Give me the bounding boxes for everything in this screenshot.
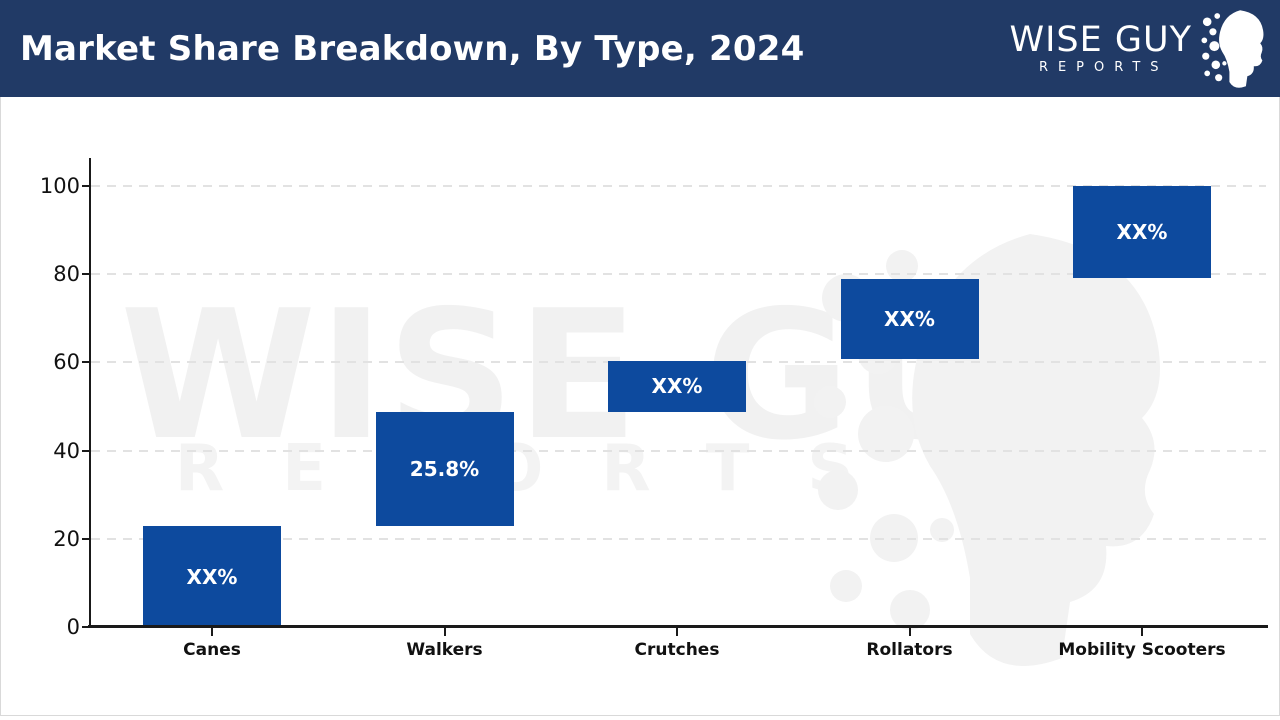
page-title: Market Share Breakdown, By Type, 2024	[20, 28, 805, 69]
category-label-walkers: Walkers	[406, 640, 483, 660]
gridline-80	[91, 273, 1266, 276]
logo-face-icon	[1201, 9, 1264, 88]
bar-crutches: XX%	[608, 360, 746, 412]
logo-reports-label: REPORTS	[1038, 60, 1169, 75]
category-label-rollators: Rollators	[866, 640, 953, 660]
x-tick-crutches	[676, 628, 678, 636]
y-tick-40	[82, 449, 90, 452]
y-tick-label-0: 0	[66, 615, 80, 639]
y-tick-80	[82, 273, 90, 276]
bar-value-label: XX%	[884, 307, 935, 332]
x-tick-rollators	[908, 628, 911, 636]
gridline-40	[91, 449, 1266, 452]
y-tick-label-100: 100	[39, 174, 80, 198]
x-tick-walkers	[443, 628, 446, 636]
x-axis-spine	[88, 625, 1268, 628]
bar-value-label: 25.8%	[409, 457, 480, 482]
bar-canes: XX%	[143, 526, 281, 627]
logo-text: WISE GUY REPORTS	[1009, 22, 1192, 75]
bar-mobility-scooters: XX%	[1073, 186, 1211, 278]
x-tick-mobility-scooters	[1141, 628, 1143, 636]
gridline-20	[91, 537, 1266, 540]
category-label-canes: Canes	[183, 640, 241, 660]
y-tick-0	[82, 626, 90, 628]
category-label-mobility-scooters: Mobility Scooters	[1058, 640, 1226, 660]
bar-value-label: XX%	[1116, 219, 1168, 244]
y-tick-label-80: 80	[53, 262, 80, 287]
category-label-crutches: Crutches	[634, 640, 720, 660]
logo-wise-guy-label: WISE GUY	[1009, 20, 1192, 60]
x-tick-canes	[211, 628, 213, 636]
wise-guy-reports-logo: WISE GUY REPORTS	[1009, 0, 1270, 97]
gridline-100	[91, 185, 1266, 187]
bar-value-label: XX%	[186, 564, 238, 589]
y-tick-60	[82, 361, 90, 364]
bar-rollators: XX%	[840, 279, 979, 360]
bar-walkers: 25.8%	[375, 412, 514, 526]
y-tick-100	[82, 185, 90, 187]
y-tick-label-20: 20	[53, 526, 80, 551]
y-tick-label-60: 60	[53, 350, 80, 375]
y-axis-spine	[89, 158, 91, 628]
y-tick-label-40: 40	[53, 438, 80, 463]
header-bar: Market Share Breakdown, By Type, 2024 WI…	[0, 0, 1280, 97]
y-tick-20	[82, 537, 90, 540]
bar-value-label: XX%	[651, 374, 703, 399]
